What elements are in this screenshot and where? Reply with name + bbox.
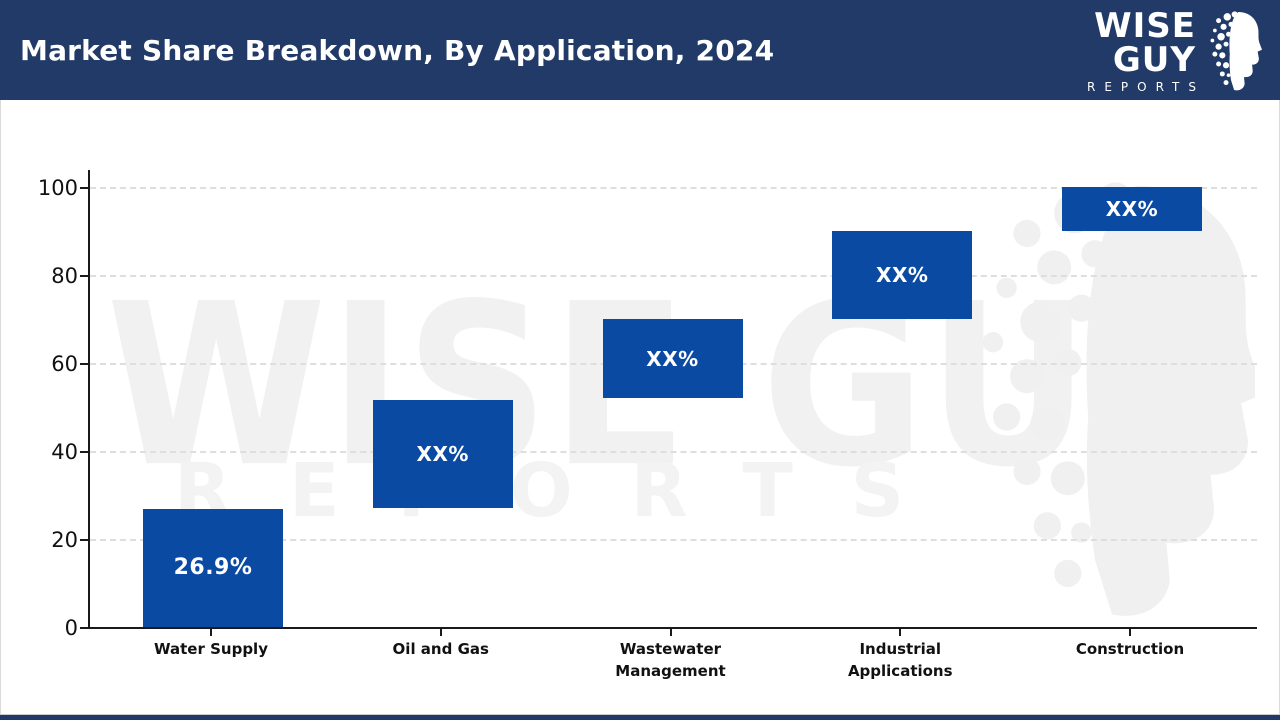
- y-axis-tick-label: 60: [51, 352, 78, 377]
- bar-water-supply: 26.9%: [143, 508, 283, 627]
- bar-value-label: 26.9%: [173, 555, 253, 581]
- x-axis-category-label: Industrial Applications: [847, 640, 953, 680]
- x-axis-tick-mark: [899, 629, 902, 636]
- y-axis-tick-label: 20: [51, 528, 78, 553]
- y-axis-tick-mark: [80, 363, 88, 366]
- bar-oil-and-gas: XX%: [372, 400, 513, 509]
- header-bar: Market Share Breakdown, By Application, …: [0, 0, 1280, 100]
- gridline-100: [90, 187, 1257, 190]
- gridline-40: [90, 451, 1257, 454]
- y-axis-tick-label: 80: [51, 264, 78, 289]
- bar-construction: XX%: [1062, 187, 1202, 232]
- chart-plot-area: 26.9% XX% XX% XX% XX%: [88, 170, 1257, 629]
- page-title: Market Share Breakdown, By Application, …: [20, 33, 775, 67]
- bar-value-label: XX%: [876, 263, 929, 288]
- y-axis-tick-mark: [80, 275, 88, 278]
- bar-wastewater-management: XX%: [602, 319, 743, 399]
- brand-logo: WISE GUY REPORTS: [1012, 8, 1262, 94]
- gridline-20: [90, 539, 1257, 542]
- x-axis-tick-mark: [669, 629, 672, 636]
- bar-value-label: XX%: [646, 346, 699, 371]
- x-axis-category-label: Water Supply: [154, 640, 268, 658]
- bar-value-label: XX%: [1105, 197, 1159, 222]
- x-axis-category-label: Wastewater Management: [615, 640, 726, 680]
- bar-industrial-applications: XX%: [832, 231, 973, 320]
- x-axis-tick-mark: [210, 629, 212, 636]
- bar-value-label: XX%: [416, 442, 469, 467]
- dotted-face-logo-icon: [1210, 11, 1262, 91]
- x-axis-category-label: Construction: [1075, 640, 1185, 658]
- y-axis-tick-label: 100: [37, 176, 78, 201]
- y-axis-tick-mark: [80, 627, 88, 629]
- y-axis-tick-mark: [80, 187, 88, 190]
- y-axis-tick-label: 0: [64, 616, 78, 640]
- footer-bar: [0, 715, 1280, 720]
- gridline-80: [90, 275, 1257, 278]
- y-axis-tick-mark: [80, 451, 88, 454]
- x-axis-tick-mark: [439, 629, 442, 636]
- x-axis-tick-mark: [1129, 629, 1131, 636]
- brand-name: WISE GUY: [1094, 5, 1196, 80]
- brand-wordmark: WISE GUY REPORTS: [1012, 9, 1196, 94]
- brand-subname: REPORTS: [1086, 79, 1205, 94]
- y-axis-tick-label: 40: [51, 440, 78, 465]
- y-axis-tick-mark: [80, 539, 88, 542]
- x-axis-category-label: Oil and Gas: [392, 640, 489, 658]
- footer-divider: [0, 714, 1280, 715]
